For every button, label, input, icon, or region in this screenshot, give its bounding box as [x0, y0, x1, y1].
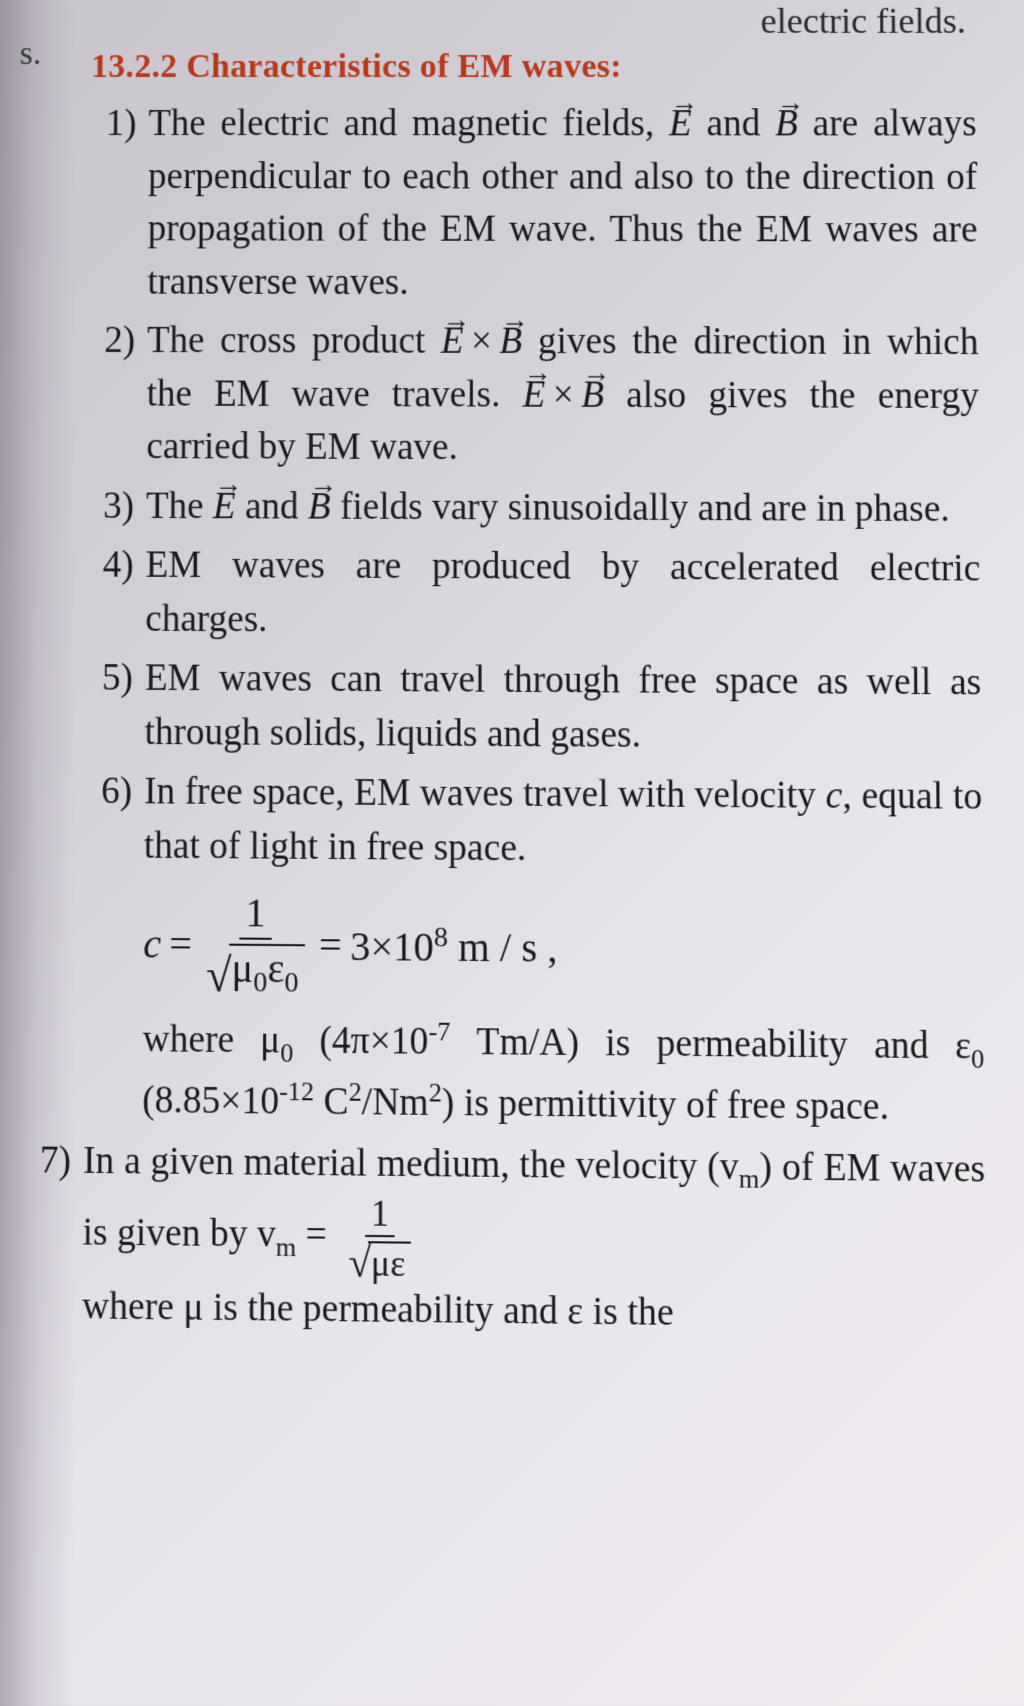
rhs-exponent: 8 — [434, 921, 448, 953]
list-item: 5) EM waves can travel through free spac… — [86, 652, 982, 765]
fraction-numerator: 1 — [239, 893, 272, 941]
top-page-fragment: electric fields. — [761, 0, 966, 42]
formula-lhs: c — [143, 918, 161, 972]
superscript: 2 — [429, 1077, 442, 1107]
text-part: fields vary sinusoidally and are in phas… — [331, 486, 950, 530]
superscript: -7 — [428, 1017, 450, 1047]
vector-b-symbol: B — [500, 316, 523, 369]
subscript: 0 — [971, 1044, 985, 1074]
where-text: ) is permittivity of free space. — [442, 1082, 889, 1129]
item-number: 7) — [23, 1134, 83, 1334]
where-text: (4π×10 — [293, 1020, 428, 1064]
section-heading: 13.2.2 Characteristics of EM waves: — [91, 48, 977, 86]
sqrt-body: με — [368, 1242, 412, 1283]
item-content: In free space, EM waves travel with velo… — [142, 766, 985, 1137]
text-part: In free space, EM waves travel with velo… — [144, 771, 826, 817]
rhs-unit: m / s , — [448, 924, 558, 971]
superscript: -12 — [279, 1076, 314, 1106]
list-item: 4) EM waves are produced by accelerated … — [87, 539, 981, 650]
vector-b-symbol: B — [308, 481, 331, 534]
text-part: In a given material medium, the velocity… — [83, 1139, 739, 1188]
where-text: C — [314, 1081, 349, 1124]
subscript-zero: 0 — [284, 967, 298, 999]
vector-e-symbol: E — [669, 98, 692, 151]
sqrt-icon: √ — [206, 952, 232, 1000]
fraction-denominator: √ με — [342, 1237, 417, 1283]
item-content: The E and B fields vary sinusoidally and… — [146, 480, 980, 537]
list-item: 7) In a given material medium, the veloc… — [23, 1134, 987, 1344]
rhs-value: 3×10 — [350, 923, 434, 970]
fraction-numerator: 1 — [365, 1195, 395, 1237]
item-number: 3) — [88, 480, 146, 533]
speed-of-light-formula: c = 1 √ μ0ε0 = 3×108 m / — [143, 892, 984, 1004]
sqrt-icon: √ — [348, 1242, 371, 1284]
where-text: (8.85×10 — [142, 1079, 279, 1123]
subscript: 0 — [280, 1038, 293, 1068]
item-content: EM waves are produced by accelerated ele… — [145, 539, 981, 650]
superscript: 2 — [349, 1077, 362, 1107]
vector-b-symbol: B — [581, 369, 604, 422]
text-part: The — [146, 485, 213, 527]
sqrt-body: μ0ε0 — [228, 944, 304, 998]
epsilon-symbol: ε — [267, 945, 284, 992]
where-clause-truncated: where μ is the permeability and ε is the — [82, 1279, 987, 1344]
section-title: Characteristics of EM waves: — [186, 48, 622, 85]
text-part: = — [296, 1214, 336, 1257]
item-number: 6) — [83, 765, 144, 1128]
where-text: where μ — [142, 1019, 280, 1063]
text-part: and — [236, 486, 308, 528]
list-item: 1) The electric and magnetic fields, E a… — [89, 98, 978, 311]
item-number: 4) — [87, 539, 146, 646]
vector-e-symbol: E — [213, 480, 236, 533]
where-text: /Nm — [362, 1081, 429, 1124]
subscript-m: m — [739, 1164, 760, 1194]
vector-e-symbol: E — [441, 316, 464, 369]
item-number: 1) — [89, 98, 148, 309]
list-item: 2) The cross product E × B gives the dir… — [88, 315, 980, 477]
item-number: 5) — [86, 652, 145, 760]
margin-fragment: s. — [20, 35, 42, 73]
subscript-zero: 0 — [253, 967, 267, 999]
list-item: 6) In free space, EM waves travel with v… — [83, 765, 985, 1136]
characteristics-list: 1) The electric and magnetic fields, E a… — [82, 98, 987, 1344]
text-part: and — [692, 103, 776, 144]
vector-e-symbol: E — [522, 369, 545, 422]
item-content: EM waves can travel through free space a… — [144, 652, 982, 764]
mu-symbol: μ — [232, 945, 254, 992]
subscript-m: m — [276, 1232, 297, 1262]
fraction-denominator: √ μ0ε0 — [200, 940, 311, 999]
formula-rhs: 3×108 m / s , — [350, 919, 558, 976]
list-item: 3) The E and B fields vary sinusoidally … — [88, 480, 980, 537]
text-part: The cross product — [147, 320, 441, 362]
where-clause: where μ0 (4π×10-7 Tm/A) is permeability … — [142, 1011, 985, 1136]
item-number: 2) — [88, 315, 147, 474]
vm-fraction: 1 √ με — [342, 1195, 417, 1283]
item-content: In a given material medium, the velocity… — [82, 1134, 987, 1344]
item-content: The electric and magnetic fields, E and … — [147, 98, 978, 311]
section-number: 13.2.2 — [91, 48, 178, 85]
vector-b-symbol: B — [775, 98, 798, 151]
item-content: The cross product E × B gives the direct… — [146, 315, 979, 477]
text-part: The electric and magnetic fields, — [148, 103, 669, 144]
variable-c: c — [825, 775, 842, 817]
where-text: Tm/A) is permeability and ε — [450, 1022, 971, 1069]
formula-fraction: 1 √ μ0ε0 — [200, 892, 311, 998]
